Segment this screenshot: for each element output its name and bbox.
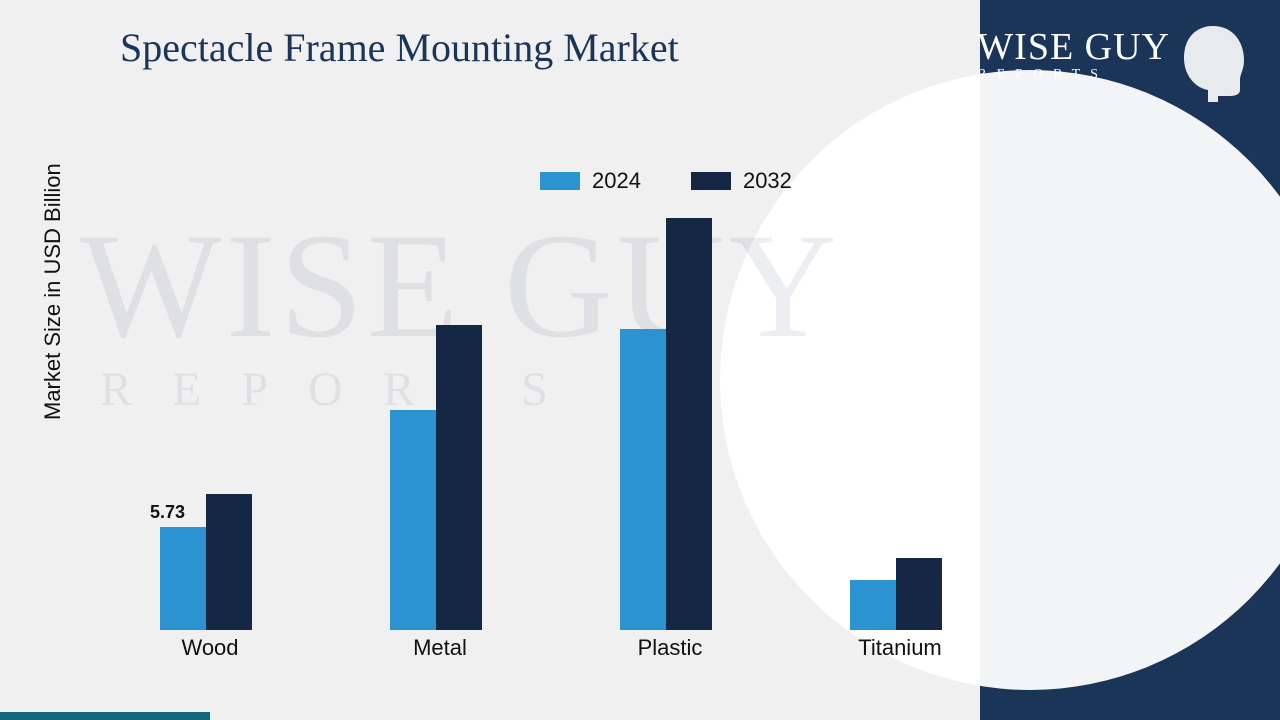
bottom-accent-bar bbox=[0, 712, 210, 720]
legend-swatch-2024 bbox=[540, 172, 580, 190]
bar-2024 bbox=[390, 410, 436, 630]
legend-label-2032: 2032 bbox=[743, 168, 792, 194]
legend-swatch-2032 bbox=[691, 172, 731, 190]
category-label: Wood bbox=[150, 635, 270, 661]
brand-name: WISE GUY bbox=[977, 28, 1170, 66]
y-axis-label: Market Size in USD Billion bbox=[40, 163, 66, 420]
chart-title: Spectacle Frame Mounting Market bbox=[120, 24, 679, 71]
bar-2032 bbox=[896, 558, 942, 630]
legend-item-2024: 2024 bbox=[540, 168, 641, 194]
bar-2024 bbox=[850, 580, 896, 630]
bar-value-label: 5.73 bbox=[150, 502, 185, 523]
legend: 2024 2032 bbox=[540, 168, 792, 194]
brand-logo: WISE GUY REPORTS bbox=[977, 28, 1170, 82]
legend-item-2032: 2032 bbox=[691, 168, 792, 194]
brand-sub: REPORTS bbox=[977, 68, 1170, 82]
bar-2024 bbox=[620, 329, 666, 630]
logo-head-icon bbox=[1178, 24, 1248, 102]
chart-canvas: WISE GUY REPORTS WISE GUY REPORTS Specta… bbox=[0, 0, 1280, 720]
category-label: Titanium bbox=[840, 635, 960, 661]
bar-2024 bbox=[160, 527, 206, 630]
bar-2032 bbox=[206, 494, 252, 630]
plot: 5.73 bbox=[90, 200, 960, 630]
category-label: Metal bbox=[380, 635, 500, 661]
chart-area: 5.73 Wood Metal Plastic Titanium bbox=[90, 200, 960, 660]
bar-2032 bbox=[666, 218, 712, 630]
category-label: Plastic bbox=[610, 635, 730, 661]
legend-label-2024: 2024 bbox=[592, 168, 641, 194]
bar-2032 bbox=[436, 325, 482, 630]
